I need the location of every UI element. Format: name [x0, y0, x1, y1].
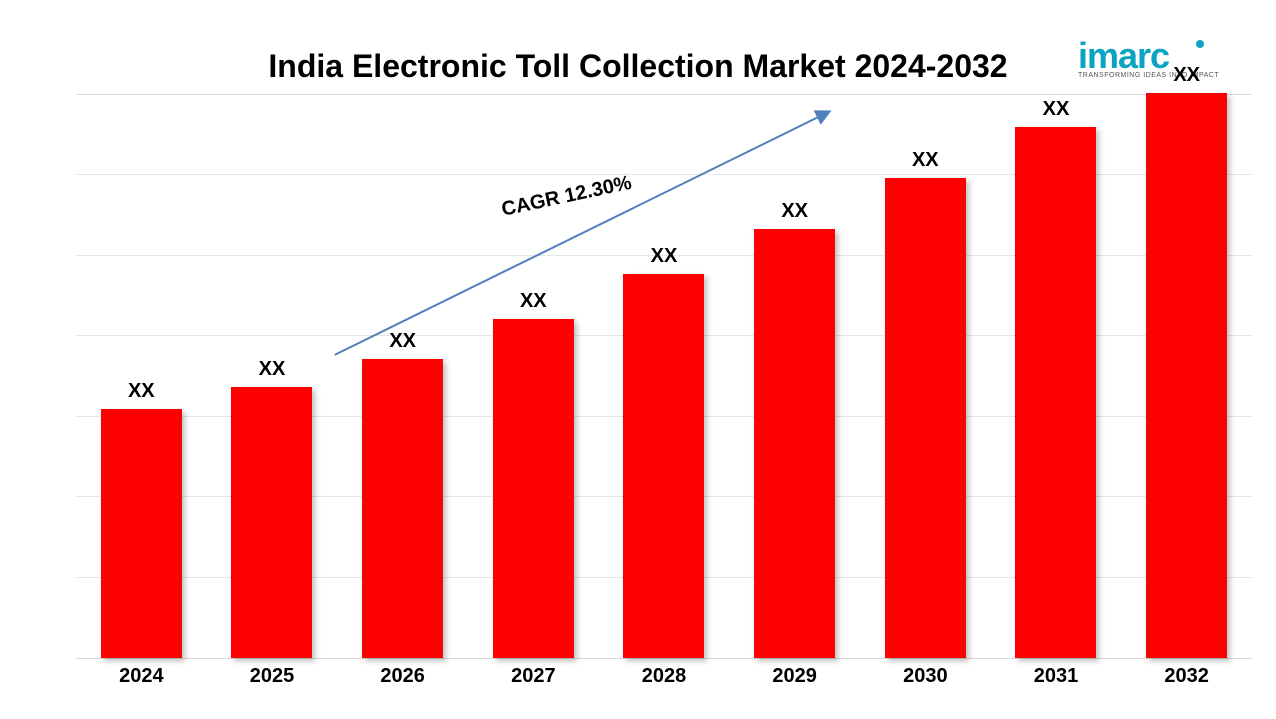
bar-rect	[101, 409, 182, 658]
x-axis-label: 2030	[903, 665, 948, 688]
bar-value-label: XX	[128, 380, 155, 403]
bar-rect	[1146, 93, 1227, 658]
x-axis-label: 2026	[380, 665, 425, 688]
x-axis-label: 2025	[250, 665, 295, 688]
x-axis-label: 2029	[772, 665, 817, 688]
bar: XX	[362, 330, 443, 658]
bar-value-label: XX	[781, 200, 808, 223]
bar: XX	[1015, 98, 1096, 658]
bar-rect	[885, 178, 966, 658]
bar-value-label: XX	[1043, 98, 1070, 121]
bar: XX	[623, 245, 704, 658]
bar-value-label: XX	[651, 245, 678, 268]
x-axis-label: 2024	[119, 665, 164, 688]
x-axis-label: 2031	[1034, 665, 1079, 688]
x-axis-label: 2032	[1164, 665, 1209, 688]
bar-rect	[1015, 127, 1096, 658]
bar-rect	[493, 319, 574, 658]
bar: XX	[754, 200, 835, 658]
x-axis-label: 2027	[511, 665, 556, 688]
bar-series: XXXXXXXXXXXXXXXXXX	[76, 95, 1252, 658]
bar-value-label: XX	[520, 290, 547, 313]
bar: XX	[101, 380, 182, 658]
bar: XX	[885, 149, 966, 658]
bar: XX	[231, 358, 312, 658]
bar-value-label: XX	[259, 358, 286, 381]
bar-value-label: XX	[389, 330, 416, 353]
logo-dot-icon	[1196, 40, 1204, 48]
bar-rect	[754, 229, 835, 658]
chart-plot-area: XXXXXXXXXXXXXXXXXX CAGR 12.30%	[76, 94, 1252, 659]
bar-value-label: XX	[912, 149, 939, 172]
bar-value-label: XX	[1173, 64, 1200, 87]
bar: XX	[493, 290, 574, 658]
bar-rect	[231, 387, 312, 658]
x-axis: 2024 2025 2026 2027 2028 2029 2030 2031 2032	[76, 659, 1252, 699]
bar: XX	[1146, 64, 1227, 658]
x-axis-label: 2028	[642, 665, 687, 688]
bar-rect	[623, 274, 704, 658]
bar-rect	[362, 359, 443, 658]
